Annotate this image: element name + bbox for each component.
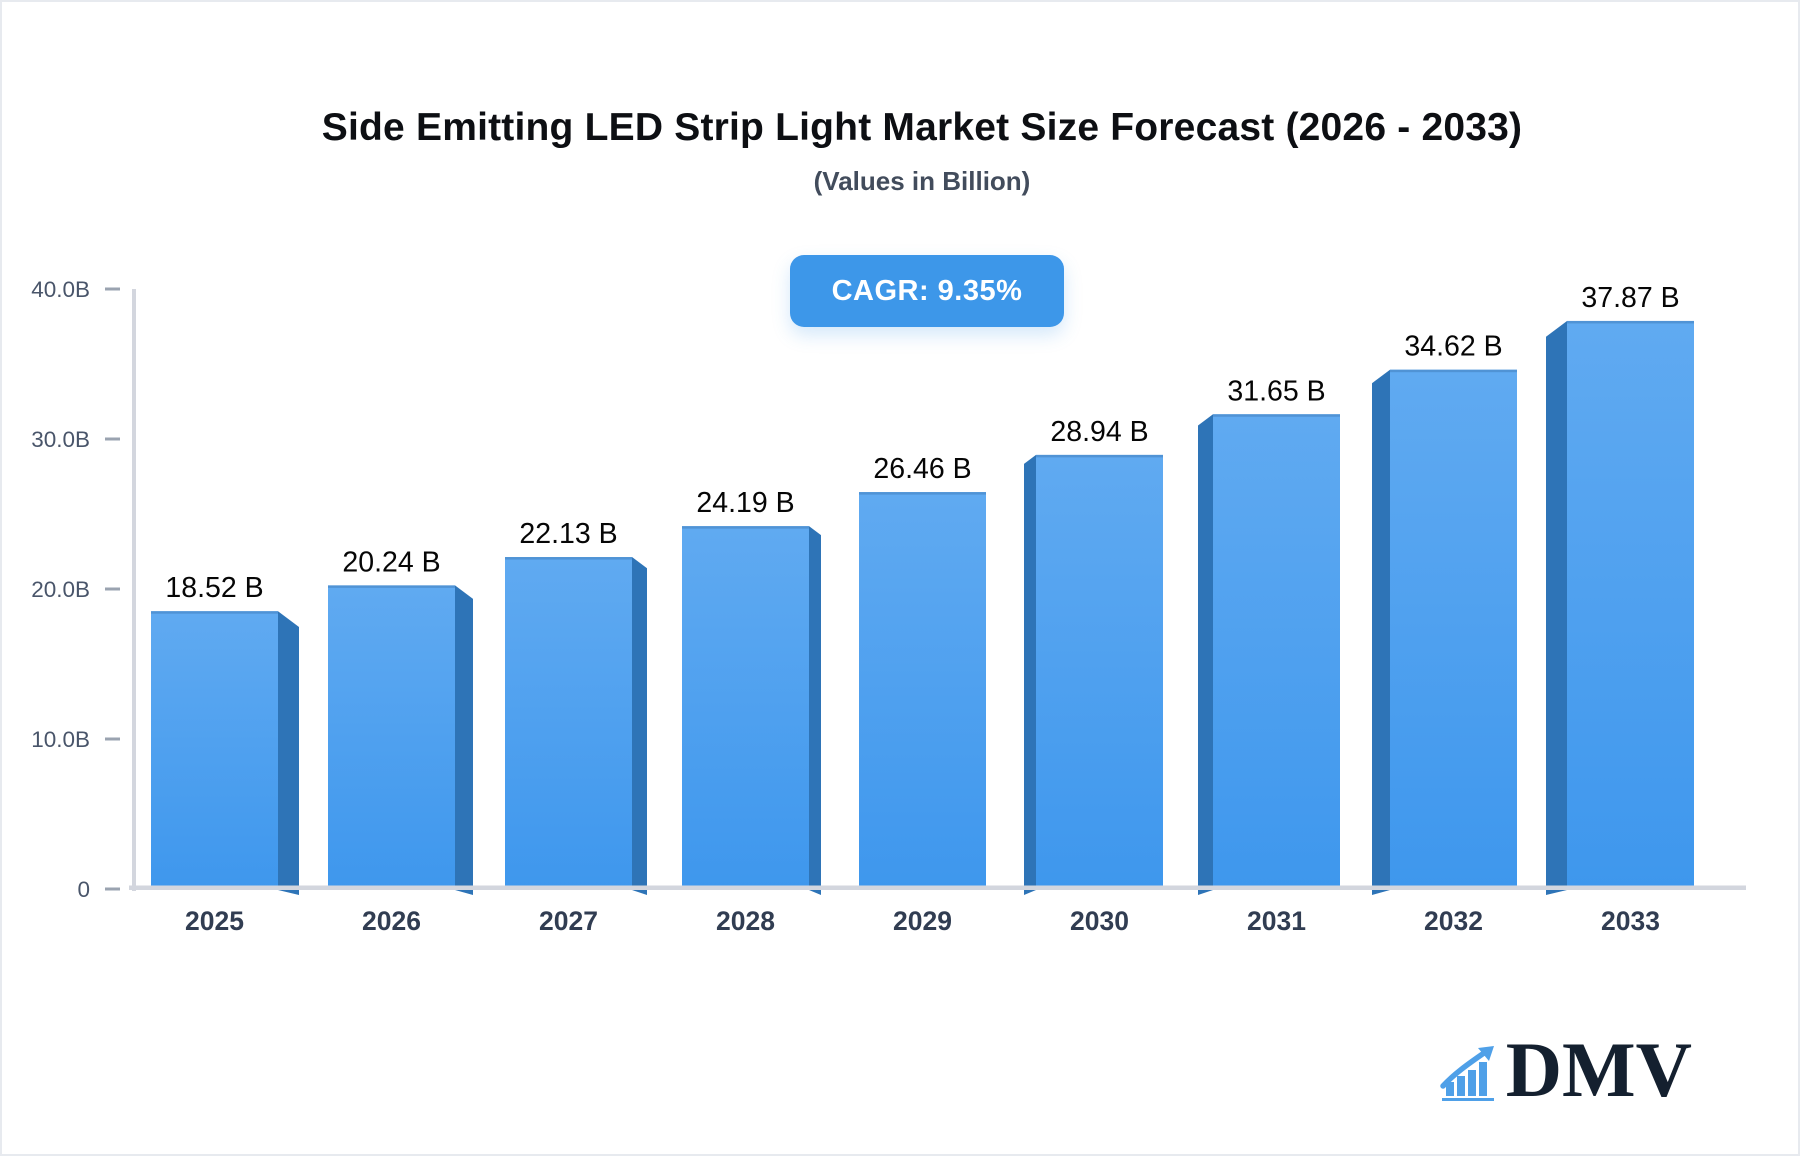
bar-2027 — [505, 557, 632, 890]
chart-header: Side Emitting LED Strip Light Market Siz… — [42, 106, 1798, 197]
bar-side-face-2032 — [1372, 369, 1390, 895]
bar-value-label: 31.65 B — [1227, 375, 1325, 407]
x-tick-label: 2029 — [893, 906, 952, 936]
bar-top-edge — [859, 492, 986, 495]
y-tick-mark — [105, 587, 120, 591]
bar-top-edge — [505, 557, 632, 560]
bar-top-edge — [1390, 369, 1517, 373]
chart-title: Side Emitting LED Strip Light Market Siz… — [321, 106, 1523, 149]
logo-growth-chart-icon — [1439, 1046, 1494, 1101]
y-tick-mark — [105, 887, 120, 891]
bar-value-label: 37.87 B — [1581, 282, 1679, 314]
bar-2025 — [151, 611, 278, 890]
bar-2030 — [1036, 454, 1163, 890]
bar-value-label: 26.46 B — [873, 453, 971, 485]
bar-value-label: 22.13 B — [519, 518, 617, 550]
bar-value-label: 18.52 B — [165, 572, 263, 604]
y-tick-mark — [105, 737, 120, 741]
bar-side-face-2030 — [1024, 454, 1036, 895]
bar-top-edge — [682, 526, 809, 529]
y-tick-mark — [105, 437, 120, 441]
bar-top-edge — [1567, 320, 1694, 324]
bar-2029 — [859, 492, 986, 890]
y-tick-label: 10.0B — [31, 727, 90, 752]
bar-2033 — [1567, 320, 1694, 890]
x-axis-line — [129, 885, 1746, 890]
y-axis-line — [132, 289, 136, 891]
y-tick-label: 0 — [77, 877, 90, 902]
x-tick-label: 2027 — [539, 906, 598, 936]
brand-logo: DMV — [1439, 1026, 1692, 1114]
y-tick-label: 30.0B — [31, 427, 90, 452]
bar-value-label: 24.19 B — [696, 487, 794, 519]
bar-2032 — [1390, 369, 1517, 890]
bar-side-face-2027 — [632, 557, 647, 895]
bar-value-label: 34.62 B — [1404, 331, 1502, 363]
bar-top-edge — [1036, 454, 1163, 458]
y-tick-label: 40.0B — [31, 277, 90, 302]
cagr-badge: CAGR: 9.35% — [790, 255, 1064, 327]
y-tick-mark — [105, 287, 120, 291]
bar-side-face-2025 — [278, 611, 299, 895]
bar-value-label: 20.24 B — [342, 546, 440, 578]
bar-top-edge — [328, 585, 455, 588]
bar-side-face-2033 — [1546, 320, 1567, 895]
x-tick-label: 2033 — [1601, 906, 1660, 936]
y-tick-label: 20.0B — [31, 577, 90, 602]
logo-text: DMV — [1505, 1026, 1692, 1114]
bar-top-edge — [1213, 414, 1340, 417]
bar-2031 — [1213, 414, 1340, 890]
chart-subtitle: (Values in Billion) — [813, 166, 1031, 196]
bar-side-face-2031 — [1198, 414, 1213, 895]
bar-side-face-2026 — [455, 585, 473, 895]
x-tick-label: 2026 — [362, 906, 421, 936]
x-tick-label: 2031 — [1247, 906, 1306, 936]
x-tick-label: 2028 — [716, 906, 775, 936]
bar-2028 — [682, 526, 809, 890]
x-tick-label: 2030 — [1070, 906, 1129, 936]
x-tick-label: 2025 — [185, 906, 244, 936]
x-tick-label: 2032 — [1424, 906, 1483, 936]
bar-top-edge — [151, 611, 278, 614]
bar-2026 — [328, 585, 455, 890]
bar-value-label: 28.94 B — [1050, 416, 1148, 448]
bar-side-face-2028 — [809, 526, 821, 895]
